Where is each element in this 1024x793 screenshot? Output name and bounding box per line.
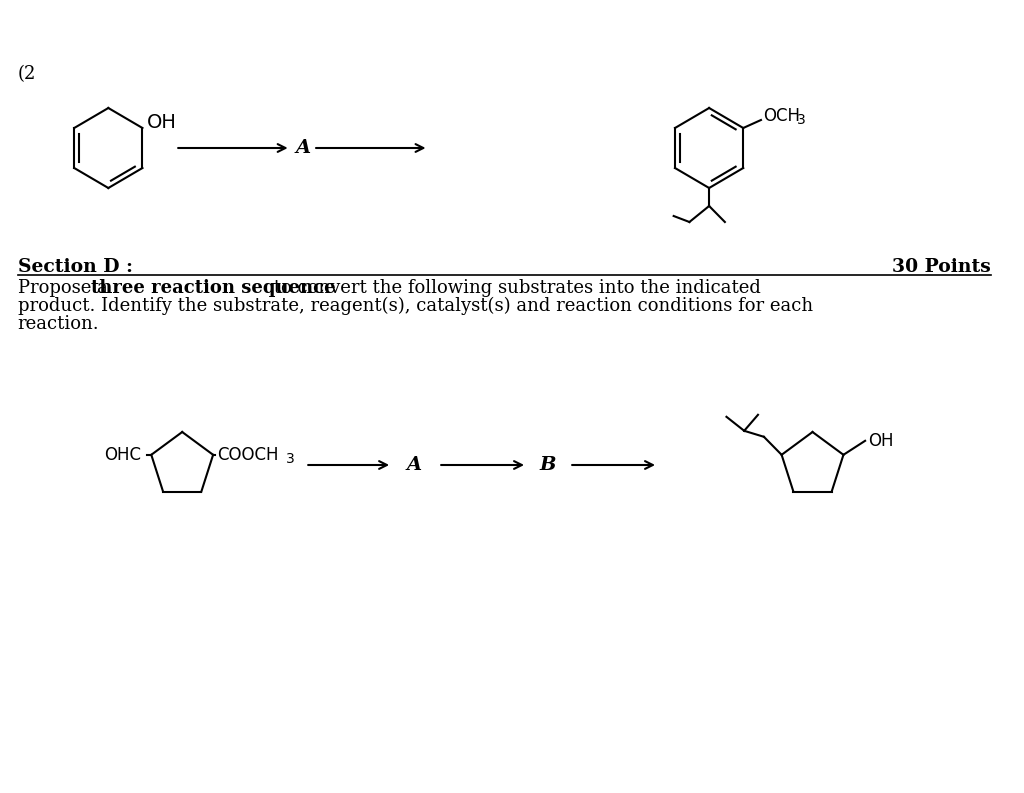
Text: A: A [296, 139, 310, 157]
Text: 30 Points: 30 Points [892, 258, 991, 276]
Text: three reaction sequence: three reaction sequence [90, 279, 335, 297]
Text: COOCH: COOCH [217, 446, 279, 464]
Text: OHC: OHC [104, 446, 141, 464]
Text: Propose a: Propose a [17, 279, 114, 297]
Text: reaction.: reaction. [17, 315, 99, 333]
Text: to convert the following substrates into the indicated: to convert the following substrates into… [268, 279, 761, 297]
Text: product. Identify the substrate, reagent(s), catalyst(s) and reaction conditions: product. Identify the substrate, reagent… [17, 297, 813, 316]
Text: Section D :: Section D : [17, 258, 133, 276]
Text: A: A [407, 456, 421, 474]
Text: OH: OH [146, 113, 176, 132]
Text: OH: OH [868, 432, 894, 450]
Text: 3: 3 [286, 452, 295, 465]
Text: 3: 3 [798, 113, 806, 127]
Text: (2: (2 [17, 65, 36, 83]
Text: B: B [540, 456, 556, 474]
Text: OCH: OCH [763, 107, 800, 125]
